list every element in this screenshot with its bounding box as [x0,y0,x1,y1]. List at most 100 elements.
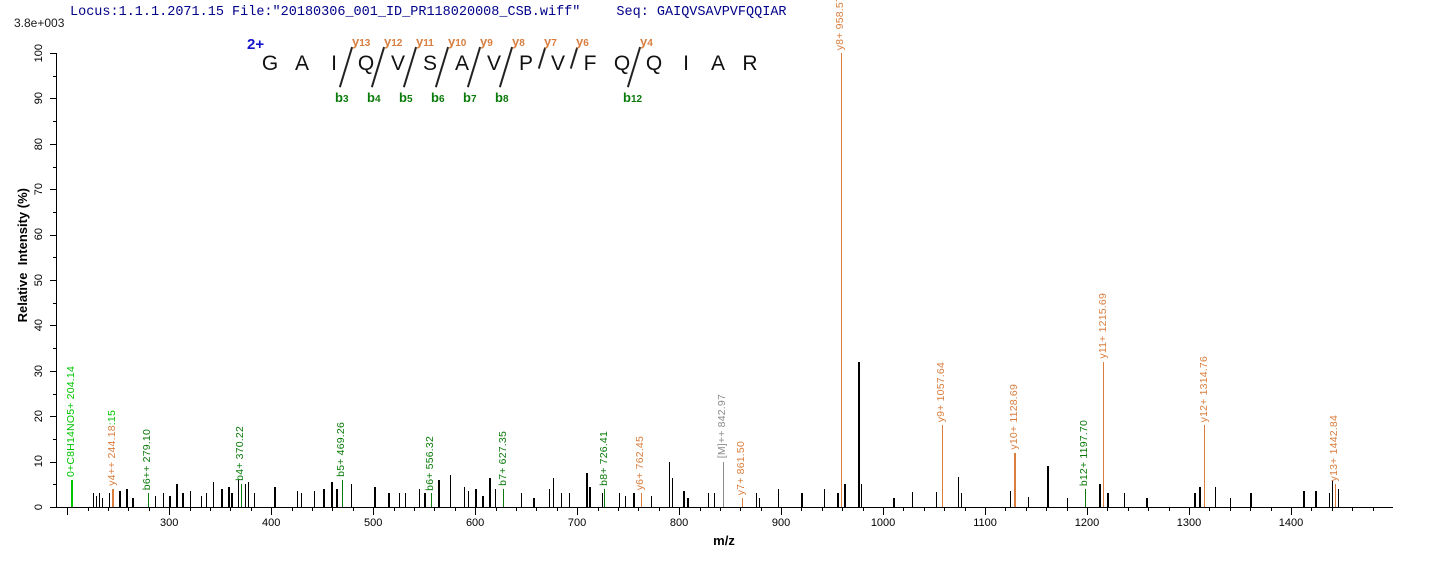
peak [1194,493,1196,507]
peak [589,486,591,507]
peak [247,482,250,507]
peak [778,488,780,507]
x-axis-major-tick [781,507,783,515]
x-axis-tick-label: 800 [669,517,689,529]
x-axis-minor-tick [311,507,313,511]
peak [683,491,685,507]
x-axis-minor-tick [597,507,599,511]
peak [586,472,588,507]
residue-letter: V [550,52,565,75]
x-axis-major-tick [883,507,885,515]
residue-letter: I [683,52,689,75]
peak-label: y6+ 762.45 [634,436,647,491]
y-axis-major-tick [50,370,56,372]
peak [533,497,535,507]
residue-letter: V [390,52,405,75]
annotated-peak [1204,425,1206,507]
peak-label: y11+ 1215.69 [1096,293,1109,359]
x-axis-minor-tick [699,507,701,511]
peak [92,493,95,507]
x-axis-minor-tick [964,507,966,511]
y-axis-minor-tick [53,75,56,77]
y-ion-label: y6 [576,34,589,49]
x-axis-minor-tick [1352,507,1354,511]
peak-label: y9+ 1057.64 [935,361,948,423]
peak-label: y12+ 1314.76 [1197,355,1210,423]
annotated-peak [604,488,606,507]
b-ion-label: b6 [431,90,445,105]
y-axis-major-tick [50,143,56,145]
x-axis-minor-tick [209,507,211,511]
peak [707,493,710,507]
x-axis-tick-label: 400 [261,517,281,529]
peak [687,497,689,507]
peak [98,493,101,507]
peak-label: b5+ 469.26 [335,421,348,477]
x-axis-tick-label: 700 [567,517,587,529]
x-axis-minor-tick [536,507,538,511]
annotated-peak [1084,488,1087,507]
peak [228,486,230,507]
x-axis-major-tick [1087,507,1089,515]
peak [668,461,671,507]
x-axis-tick-label: 1300 [1176,517,1202,529]
peak [154,495,157,507]
x-axis-major-tick [169,507,171,515]
peak [119,491,121,507]
peak [857,361,860,507]
peak-label: b6++ 279.10 [141,429,154,491]
peak [424,493,426,507]
y-axis-tick-label: 0 [32,503,45,511]
x-axis-minor-tick [515,507,517,511]
x-axis-minor-tick [454,507,456,511]
y-axis-minor-tick [53,121,56,123]
peak [274,486,276,507]
x-axis-tick-label: 1400 [1278,517,1304,529]
b-ion-label: b12 [623,90,643,105]
x-axis-minor-tick [1005,507,1007,511]
y-axis-tick-label: 60 [32,228,45,241]
spectrum-plot-area: 300 400 500 600 700 800 900 1000 1100 1200 1300 140… [33,0,1393,529]
x-axis-minor-tick [434,507,436,511]
x-axis-minor-tick [1229,507,1231,511]
x-axis-minor-tick [821,507,823,511]
x-axis-tick-label: 1100 [973,517,997,529]
x-axis-minor-tick [352,507,354,511]
peak [633,493,635,507]
y-axis-tick-label: 80 [32,137,45,150]
x-axis-minor-tick [617,507,619,511]
residue-letter: R [742,52,758,75]
annotated-peak [240,484,243,507]
max-intensity-label: 3.8e+003 [14,16,65,30]
peak-label: y7+ 861.50 [735,440,748,495]
x-axis-major-tick [475,507,477,515]
peak [109,493,111,507]
y-axis-tick-label: 90 [32,92,45,105]
y-axis-major-tick [50,461,56,463]
b-ion-label: b7 [463,90,477,105]
x-axis-minor-tick [740,507,742,511]
residue-letter: G [261,52,279,75]
peak [1337,488,1340,507]
y-ion-label: y11 [416,34,434,49]
y-ion-label: y8 [512,34,525,49]
peak-label: y13+ 1442.84 [1328,414,1341,482]
peak [957,477,959,507]
y-axis-minor-tick [53,302,56,304]
peak [438,479,440,507]
locus-file-label: Locus:1.1.1.2071.15 File:"20180306_001_I… [70,5,581,20]
peak [1214,486,1216,507]
residue-letter: S [422,52,437,75]
peak [1315,491,1317,507]
peak [213,482,215,507]
x-axis-minor-tick [760,507,762,511]
peak-label: 0+C8H14NO5+ 204.14 [64,365,77,477]
x-axis-minor-tick [230,507,232,511]
x-axis-major-tick [67,507,69,515]
y-axis-minor-tick [53,211,56,213]
y-ion-label: y7 [544,34,557,49]
peak [758,497,761,507]
peak [625,495,627,507]
